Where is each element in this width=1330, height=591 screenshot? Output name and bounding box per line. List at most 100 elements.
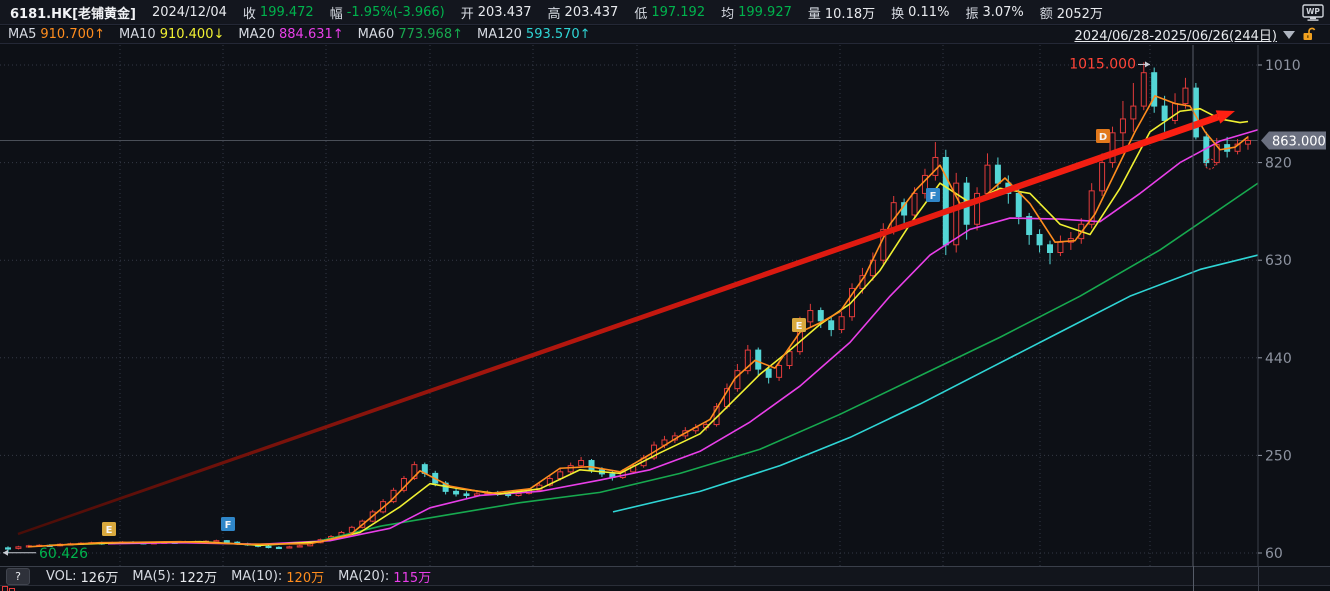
- vol-value: 120万: [286, 570, 325, 586]
- ma-label: MA120: [476, 27, 522, 42]
- y-tick-label: 630: [1265, 253, 1292, 269]
- vol-label: MA(5):: [132, 568, 176, 584]
- ma-label: MA60: [357, 27, 395, 42]
- quote-value: 197.192: [651, 4, 706, 20]
- quote-field: 开 203.437: [461, 3, 532, 22]
- quote-field: 量 10.18万: [808, 3, 875, 22]
- ma-value: 910.400↓: [159, 27, 225, 42]
- vol-value: 115万: [393, 570, 432, 586]
- quote-value: 199.472: [259, 4, 314, 20]
- volume-bar: [2, 586, 8, 591]
- wp-monitor-icon[interactable]: WP: [1302, 4, 1324, 21]
- gridlines: [0, 45, 1258, 566]
- y-tick-label: 440: [1265, 351, 1292, 367]
- event-marker-F[interactable]: F: [926, 188, 940, 202]
- quote-value: 3.07%: [982, 4, 1024, 20]
- event-marker-D[interactable]: D: [1096, 129, 1110, 143]
- ma-line-MA10: [49, 107, 1249, 547]
- quote-label: 换: [891, 6, 905, 22]
- quote-date: 2024/12/04: [151, 4, 227, 20]
- ma-field: MA20 884.631↑: [238, 27, 343, 42]
- quote-field: 收 199.472: [243, 3, 314, 22]
- quote-label: 收: [242, 6, 256, 22]
- event-markers: E F E F D: [102, 129, 1110, 536]
- quote-label: 均: [721, 6, 735, 22]
- last-price-tag: 863.000: [1261, 131, 1326, 150]
- vol-label: MA(20):: [338, 568, 390, 584]
- y-tick-label: 250: [1265, 448, 1292, 464]
- ma-line-MA5: [27, 95, 1249, 548]
- unlocked-padlock-icon[interactable]: [1301, 27, 1316, 42]
- ma-legend-items: MA5 910.700↑ MA10 910.400↓ MA20 884.631↑ MA60 7…: [8, 27, 591, 42]
- ma-legend-bar: MA5 910.700↑ MA10 910.400↓ MA20 884.631↑ MA60 7…: [0, 26, 1330, 44]
- high-price-annotation: 1015.000: [1069, 56, 1136, 72]
- ma-lines: [27, 95, 1259, 548]
- svg-text:D: D: [1099, 132, 1107, 143]
- quote-label: 开: [460, 6, 474, 22]
- ma-line-MA120: [612, 254, 1259, 513]
- quote-value: 0.11%: [908, 4, 950, 20]
- svg-text:E: E: [106, 525, 113, 536]
- quote-label: 高: [547, 6, 561, 22]
- svg-text:F: F: [225, 520, 232, 531]
- vol-label: VOL:: [46, 568, 77, 584]
- vol-label: MA(10):: [231, 568, 283, 584]
- ma-field: MA5 910.700↑: [8, 27, 105, 42]
- vol-field: MA(5): 122万: [132, 567, 217, 586]
- ma-value: 773.968↑: [398, 27, 463, 42]
- main-chart[interactable]: E F E F D 1015.000 60.426 1010 820 630 440 250 60 863…: [0, 45, 1330, 566]
- svg-text:WP: WP: [1306, 7, 1320, 16]
- quote-value: 2052万: [1056, 6, 1103, 22]
- quote-value: 203.437: [477, 4, 532, 20]
- quote-label: 低: [634, 6, 648, 22]
- ma-label: MA20: [238, 27, 276, 42]
- stock-symbol[interactable]: 6181.HK[老铺黄金]: [10, 6, 136, 22]
- quote-info-bar: 6181.HK[老铺黄金] 2024/12/04 收 199.472 幅 -1.95%…: [0, 0, 1330, 25]
- event-marker-E[interactable]: E: [792, 318, 806, 332]
- help-button[interactable]: ?: [6, 567, 30, 585]
- ma-line-MA60: [311, 182, 1259, 544]
- svg-text:863.000: 863.000: [1272, 135, 1326, 150]
- event-marker-F[interactable]: F: [221, 517, 235, 531]
- quote-field: 幅 -1.95%(-3.966): [330, 3, 445, 22]
- vol-field: MA(10): 120万: [231, 567, 324, 586]
- quote-field: 额 2052万: [1040, 3, 1103, 22]
- quote-fields: 收 199.472 幅 -1.95%(-3.966) 开 203.437 高 203.437 低…: [243, 3, 1103, 22]
- quote-field: 均 199.927: [721, 3, 792, 22]
- quote-label: 幅: [329, 6, 343, 22]
- ma-field: MA60 773.968↑: [358, 27, 463, 42]
- crosshair-line-lower: [1193, 566, 1194, 591]
- svg-text:E: E: [796, 321, 803, 332]
- low-price-annotation: 60.426: [39, 546, 88, 562]
- trend-arrow: [17, 110, 1235, 536]
- quote-field: 振 3.07%: [965, 3, 1023, 22]
- quote-value: -1.95%(-3.966): [346, 4, 445, 20]
- quote-field: 低 197.192: [634, 3, 705, 22]
- chevron-down-icon[interactable]: [1283, 30, 1295, 39]
- y-tick-label: 60: [1265, 546, 1283, 562]
- ma-value: 593.570↑: [525, 27, 591, 42]
- date-range-selector[interactable]: 2024/06/28-2025/06/26(244日): [1074, 29, 1277, 44]
- ma-label: MA5: [8, 27, 37, 42]
- ma-value: 910.700↑: [40, 27, 106, 42]
- vol-field: MA(20): 115万: [338, 567, 431, 586]
- quote-label: 额: [1039, 6, 1053, 22]
- ma-value: 884.631↑: [279, 27, 344, 42]
- quote-label: 振: [965, 6, 979, 22]
- arrow-left-icon: [3, 549, 8, 556]
- vol-value: 122万: [179, 570, 218, 586]
- quote-value: 203.437: [564, 4, 619, 20]
- y-tick-label: 1010: [1265, 58, 1301, 74]
- candles-group: [5, 62, 1251, 553]
- quote-field: 高 203.437: [548, 3, 619, 22]
- ma-line-MA20: [107, 128, 1259, 546]
- y-axis-labels: 1010 820 630 440 250 60: [1258, 58, 1301, 562]
- axis-border-lower: [1258, 566, 1259, 591]
- event-marker-E[interactable]: E: [102, 522, 116, 536]
- low-highlight-circle: [1204, 158, 1216, 170]
- volume-bar: [9, 588, 15, 591]
- quote-value: 199.927: [738, 4, 792, 20]
- ma-field: MA10 910.400↓: [119, 27, 224, 42]
- vol-value: 126万: [80, 570, 119, 586]
